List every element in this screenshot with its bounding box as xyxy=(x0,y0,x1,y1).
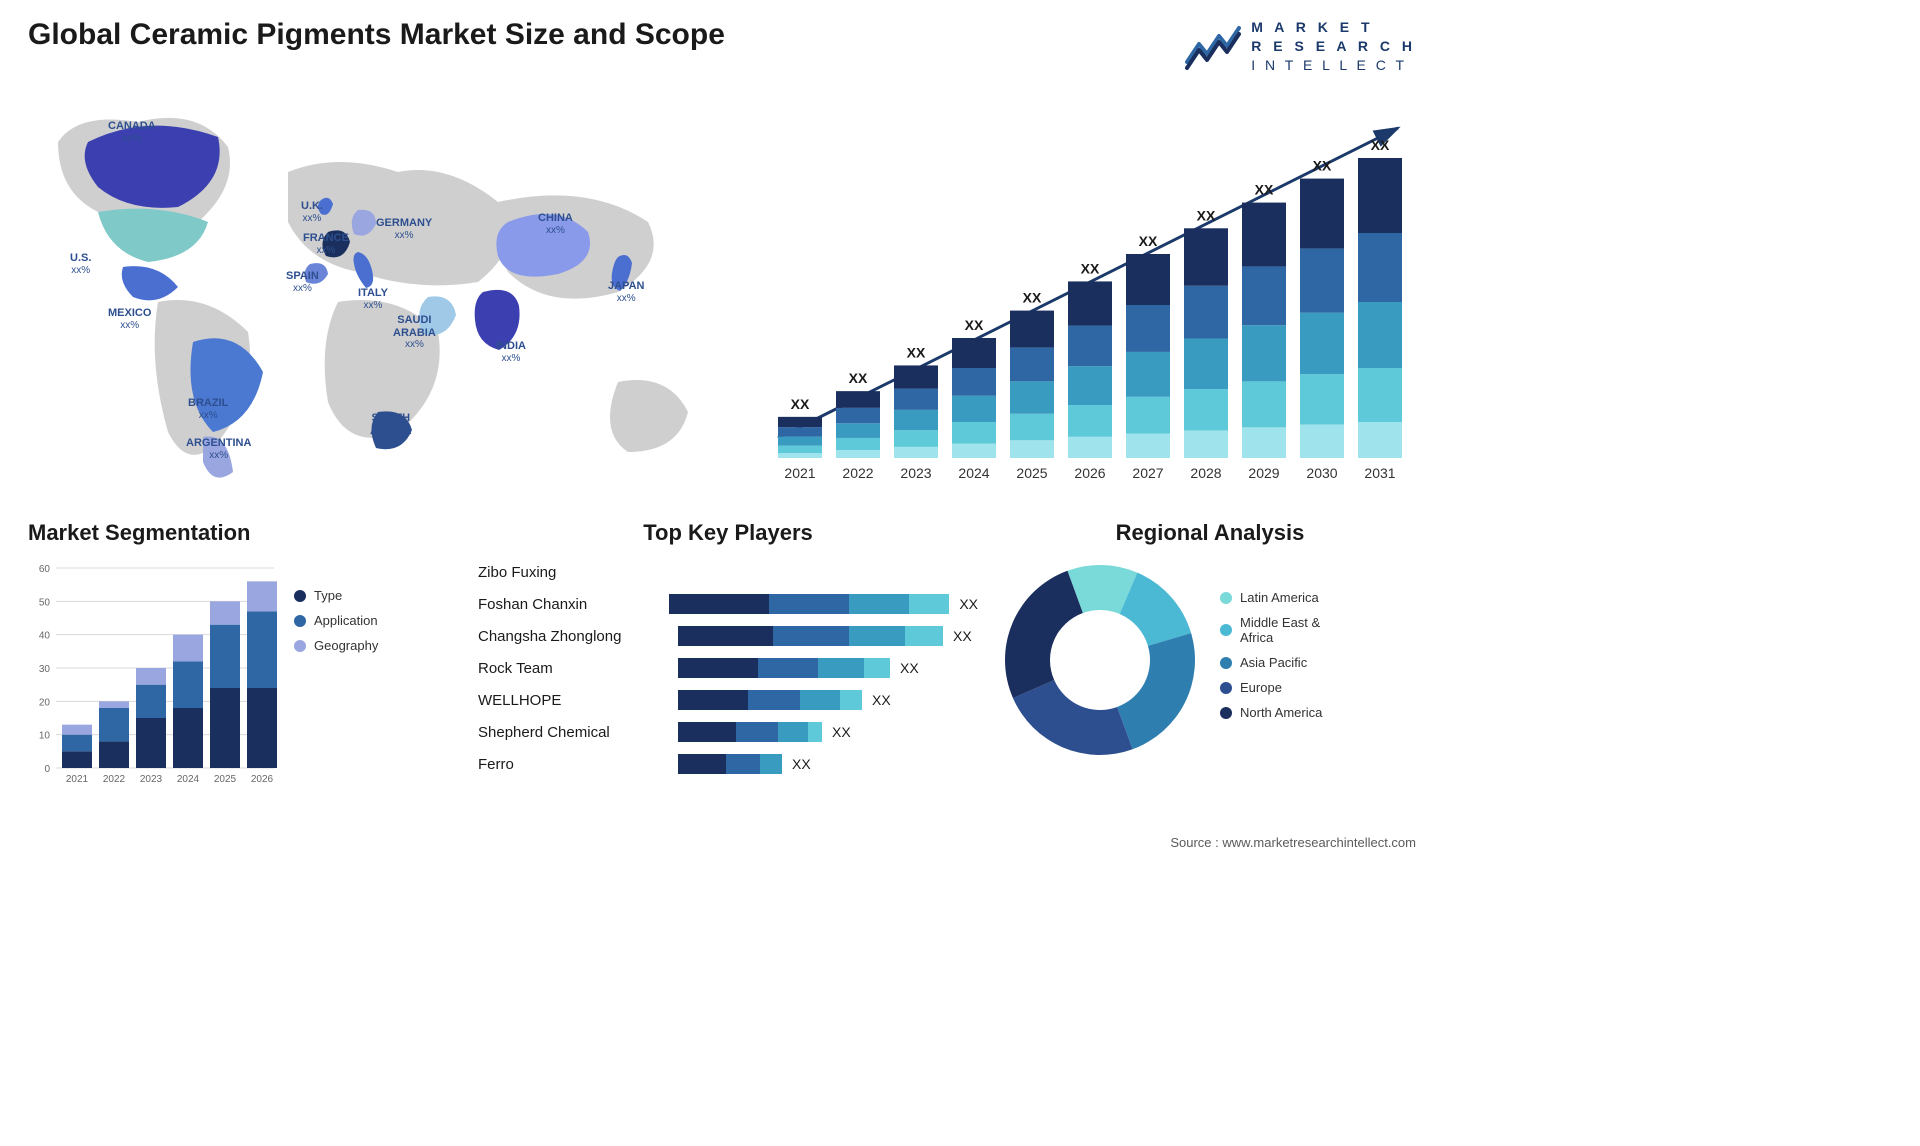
svg-text:XX: XX xyxy=(1081,260,1100,276)
map-label: SPAINxx% xyxy=(286,270,319,294)
source-attribution: Source : www.marketresearchintellect.com xyxy=(1170,835,1416,850)
map-label: SAUDIARABIAxx% xyxy=(393,314,436,351)
svg-text:40: 40 xyxy=(39,631,51,642)
regional-donut xyxy=(1000,560,1200,760)
logo-line1: M A R K E T xyxy=(1251,18,1416,37)
svg-text:30: 30 xyxy=(39,664,51,675)
legend-item: Europe xyxy=(1220,680,1322,695)
map-label: INDIAxx% xyxy=(496,340,526,364)
key-player-row: Changsha ZhonglongXX xyxy=(478,620,978,652)
map-label: ARGENTINAxx% xyxy=(186,437,251,461)
svg-text:2023: 2023 xyxy=(900,465,931,481)
svg-text:XX: XX xyxy=(1023,290,1042,306)
segmentation-title: Market Segmentation xyxy=(28,520,448,546)
map-label: CHINAxx% xyxy=(538,212,573,236)
svg-text:2028: 2028 xyxy=(1190,465,1221,481)
map-label: CANADAxx% xyxy=(108,120,156,144)
svg-text:2031: 2031 xyxy=(1364,465,1395,481)
svg-text:2029: 2029 xyxy=(1248,465,1279,481)
svg-text:2022: 2022 xyxy=(103,774,126,785)
svg-text:XX: XX xyxy=(1371,137,1390,153)
segmentation-legend: Type Application Geography xyxy=(294,588,378,663)
brand-logo: M A R K E T R E S E A R C H I N T E L L … xyxy=(1185,18,1416,75)
svg-text:2022: 2022 xyxy=(842,465,873,481)
logo-line2: R E S E A R C H xyxy=(1251,37,1416,56)
svg-text:2030: 2030 xyxy=(1306,465,1337,481)
map-label: FRANCExx% xyxy=(303,232,349,256)
key-player-row: Foshan ChanxinXX xyxy=(478,588,978,620)
svg-text:2025: 2025 xyxy=(214,774,237,785)
map-label: SOUTHAFRICAxx% xyxy=(370,412,412,449)
key-player-row: Rock TeamXX xyxy=(478,652,978,684)
svg-text:XX: XX xyxy=(907,344,926,360)
svg-text:XX: XX xyxy=(1139,233,1158,249)
svg-text:2023: 2023 xyxy=(140,774,163,785)
svg-text:XX: XX xyxy=(1255,182,1274,198)
page-title: Global Ceramic Pigments Market Size and … xyxy=(28,18,725,52)
svg-text:2021: 2021 xyxy=(784,465,815,481)
segmentation-section: Market Segmentation 0 10 20 30 40 50 60 2021 202… xyxy=(28,520,448,788)
legend-item: North America xyxy=(1220,705,1322,720)
svg-text:XX: XX xyxy=(1197,207,1216,223)
segmentation-chart: 0 10 20 30 40 50 60 2021 2022 2023 2024 2025 2026 xyxy=(28,558,278,788)
svg-text:20: 20 xyxy=(39,697,51,708)
regional-legend: Latin America Middle East & Africa Asia Pa… xyxy=(1220,590,1322,730)
map-label: U.K.xx% xyxy=(301,200,323,224)
svg-text:2026: 2026 xyxy=(1074,465,1105,481)
key-player-row: WELLHOPEXX xyxy=(478,684,978,716)
world-map: CANADAxx% U.S.xx% MEXICOxx% BRAZILxx% ARGENT… xyxy=(28,92,708,492)
svg-text:0: 0 xyxy=(44,764,50,775)
regional-title: Regional Analysis xyxy=(1000,520,1420,546)
key-players-chart: Zibo FuxingFoshan ChanxinXXChangsha Zhon… xyxy=(478,556,978,780)
svg-text:2021: 2021 xyxy=(66,774,89,785)
svg-text:XX: XX xyxy=(791,396,810,412)
svg-text:2024: 2024 xyxy=(958,465,989,481)
svg-text:XX: XX xyxy=(1313,158,1332,174)
key-player-row: Shepherd ChemicalXX xyxy=(478,716,978,748)
svg-text:10: 10 xyxy=(39,731,51,742)
svg-text:2027: 2027 xyxy=(1132,465,1163,481)
legend-item: Type xyxy=(294,588,378,603)
map-label: ITALYxx% xyxy=(358,287,388,311)
key-players-title: Top Key Players xyxy=(478,520,978,546)
legend-item: Middle East & Africa xyxy=(1220,615,1322,645)
map-label: JAPANxx% xyxy=(608,280,644,304)
map-label: MEXICOxx% xyxy=(108,307,151,331)
regional-section: Regional Analysis Latin America Middle Ea… xyxy=(1000,520,1420,760)
svg-text:2025: 2025 xyxy=(1016,465,1047,481)
logo-icon xyxy=(1185,22,1241,70)
svg-text:50: 50 xyxy=(39,597,51,608)
legend-item: Asia Pacific xyxy=(1220,655,1322,670)
key-player-row: Zibo Fuxing xyxy=(478,556,978,588)
svg-text:XX: XX xyxy=(965,317,984,333)
legend-item: Geography xyxy=(294,638,378,653)
map-label: GERMANYxx% xyxy=(376,217,432,241)
svg-text:2026: 2026 xyxy=(251,774,274,785)
growth-chart: XX 2021 XX 2022 XX 2023 XX 2024 XX 2025 XX 2026 XX 20… xyxy=(758,108,1418,488)
svg-text:60: 60 xyxy=(39,564,51,575)
legend-item: Latin America xyxy=(1220,590,1322,605)
svg-text:2024: 2024 xyxy=(177,774,200,785)
legend-item: Application xyxy=(294,613,378,628)
key-players-section: Top Key Players Zibo FuxingFoshan Chanxi… xyxy=(478,520,978,780)
map-label: U.S.xx% xyxy=(70,252,91,276)
logo-line3: I N T E L L E C T xyxy=(1251,56,1416,75)
map-label: BRAZILxx% xyxy=(188,397,228,421)
key-player-row: FerroXX xyxy=(478,748,978,780)
svg-text:XX: XX xyxy=(849,370,868,386)
